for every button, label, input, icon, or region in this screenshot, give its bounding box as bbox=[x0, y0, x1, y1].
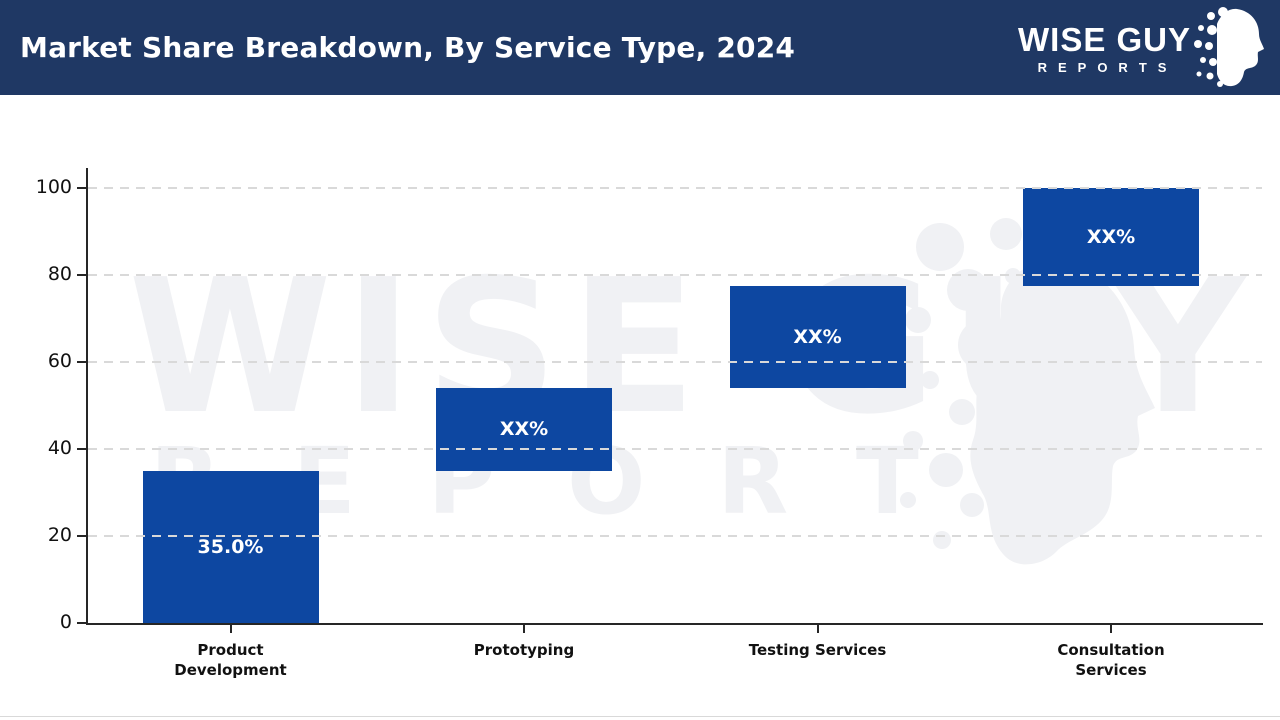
y-axis-line bbox=[86, 168, 88, 625]
x-tick-mark bbox=[523, 625, 525, 633]
brand-head-icon bbox=[1194, 7, 1265, 87]
x-axis-line bbox=[86, 623, 1263, 625]
y-tick-label-60: 60 bbox=[47, 350, 72, 372]
y-tick-mark-0 bbox=[77, 622, 86, 624]
bar-value-label: XX% bbox=[793, 325, 842, 348]
x-tick-mark bbox=[1110, 625, 1112, 633]
y-tick-label-20: 20 bbox=[47, 524, 72, 546]
bar-value-label: 35.0% bbox=[197, 535, 264, 558]
brand-logo-text: WISE GUY REPORTS bbox=[1018, 23, 1191, 74]
watermark-head-icon bbox=[899, 218, 1155, 565]
bar-product-development bbox=[142, 470, 319, 623]
gridline-100 bbox=[88, 187, 1262, 189]
y-tick-label-100: 100 bbox=[35, 176, 72, 198]
bar-consultation-services bbox=[1023, 188, 1199, 286]
bar-prototyping bbox=[436, 388, 612, 471]
x-tick-mark bbox=[816, 625, 819, 633]
y-tick-label-40: 40 bbox=[47, 437, 72, 459]
page-title: Market Share Breakdown, By Service Type,… bbox=[20, 31, 796, 64]
y-tick-label-80: 80 bbox=[47, 263, 72, 285]
header-bar: Market Share Breakdown, By Service Type,… bbox=[0, 0, 1280, 95]
brand-subtitle: REPORTS bbox=[1037, 59, 1178, 75]
gridline-80 bbox=[88, 274, 1262, 276]
y-tick-mark-40 bbox=[77, 448, 86, 450]
category-label-prototyping: Prototyping bbox=[473, 641, 575, 659]
brand-logo: WISE GUY REPORTS bbox=[1018, 4, 1268, 92]
category-label-testing-services: Testing Services bbox=[748, 641, 887, 659]
gridline-40 bbox=[88, 448, 1262, 450]
y-tick-mark-100 bbox=[77, 187, 86, 189]
bar-value-label: XX% bbox=[1086, 225, 1136, 248]
y-tick-mark-20 bbox=[77, 535, 86, 537]
y-tick-mark-80 bbox=[77, 274, 86, 276]
y-tick-mark-60 bbox=[77, 361, 86, 363]
category-label-consultation-services: Consultation Services bbox=[1057, 641, 1165, 679]
bar-value-label: XX% bbox=[499, 418, 549, 441]
bottom-border bbox=[0, 716, 1280, 717]
bar-testing-services bbox=[729, 285, 906, 389]
gridline-20 bbox=[88, 535, 1262, 537]
x-tick-mark bbox=[229, 625, 232, 633]
category-label-product-development: Product Development bbox=[174, 641, 287, 679]
y-tick-label-0: 0 bbox=[59, 611, 72, 633]
brand-name: WISE GUY bbox=[1018, 20, 1192, 58]
gridline-60 bbox=[88, 361, 1262, 363]
